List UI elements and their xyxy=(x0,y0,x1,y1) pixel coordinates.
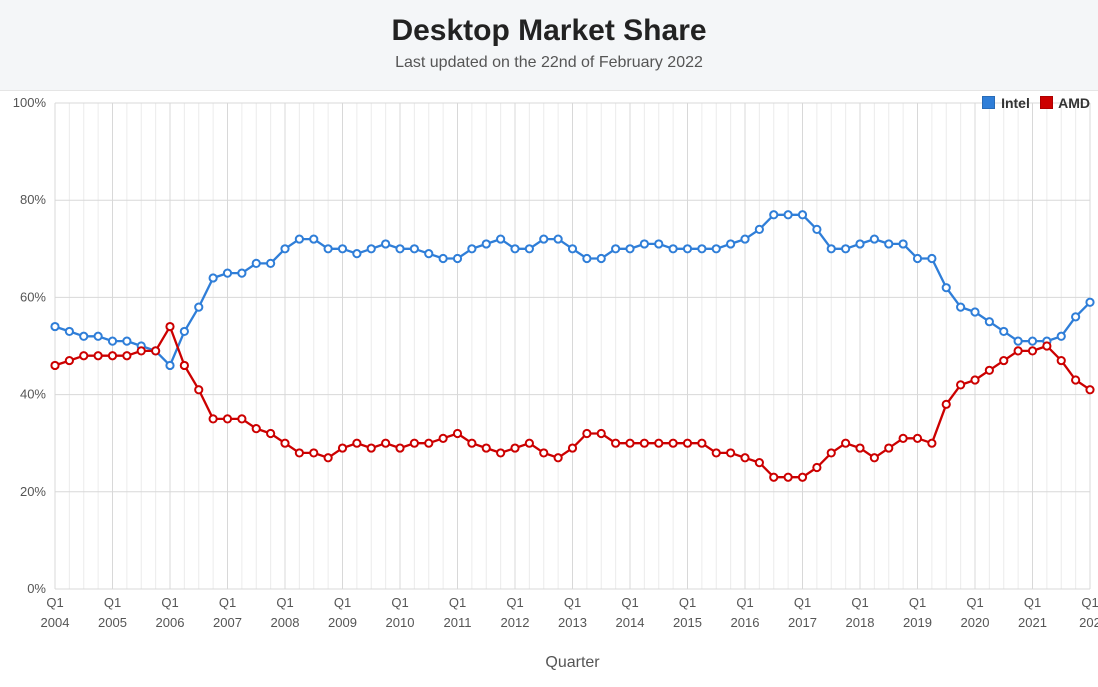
svg-text:Q1: Q1 xyxy=(104,595,121,610)
chart-legend: Intel AMD xyxy=(982,95,1090,111)
svg-text:2019: 2019 xyxy=(903,615,932,630)
svg-text:Q1: Q1 xyxy=(334,595,351,610)
svg-text:Q1: Q1 xyxy=(276,595,293,610)
svg-text:Q1: Q1 xyxy=(851,595,868,610)
svg-text:2009: 2009 xyxy=(328,615,357,630)
chart-area: Intel AMD 0% 20% 40% 60% 80% 100% Q1 2004 Q1 2005… xyxy=(0,91,1098,686)
svg-text:2015: 2015 xyxy=(673,615,702,630)
svg-text:2016: 2016 xyxy=(731,615,760,630)
chart-header: Desktop Market Share Last updated on the… xyxy=(0,0,1098,91)
svg-text:40%: 40% xyxy=(20,387,46,402)
svg-text:Q1: Q1 xyxy=(46,595,63,610)
svg-text:0%: 0% xyxy=(27,581,46,596)
svg-text:Q1: Q1 xyxy=(966,595,983,610)
svg-text:2021: 2021 xyxy=(1018,615,1047,630)
svg-text:2011: 2011 xyxy=(444,615,472,630)
svg-text:Q1: Q1 xyxy=(219,595,236,610)
svg-text:Q1: Q1 xyxy=(449,595,466,610)
chart-svg: 0% 20% 40% 60% 80% 100% Q1 2004 Q1 2005 Q1 2006 Q1 20… xyxy=(0,91,1098,686)
svg-text:Q1: Q1 xyxy=(391,595,408,610)
svg-text:2010: 2010 xyxy=(386,615,415,630)
svg-text:2008: 2008 xyxy=(271,615,300,630)
svg-text:2017: 2017 xyxy=(788,615,817,630)
legend-swatch-amd xyxy=(1040,96,1053,109)
legend-swatch-intel xyxy=(982,96,995,109)
chart-title: Desktop Market Share xyxy=(0,14,1098,48)
svg-text:2018: 2018 xyxy=(846,615,875,630)
svg-text:2020: 2020 xyxy=(961,615,990,630)
svg-text:Q1: Q1 xyxy=(736,595,753,610)
chart-subtitle: Last updated on the 22nd of February 202… xyxy=(0,54,1098,72)
svg-text:2014: 2014 xyxy=(616,615,645,630)
svg-text:Q1: Q1 xyxy=(621,595,638,610)
svg-text:202: 202 xyxy=(1079,615,1098,630)
svg-text:100%: 100% xyxy=(13,95,47,110)
legend-label-intel: Intel xyxy=(1001,95,1030,111)
svg-text:2004: 2004 xyxy=(41,615,70,630)
svg-text:Q1: Q1 xyxy=(679,595,696,610)
svg-text:60%: 60% xyxy=(20,289,46,304)
svg-text:2012: 2012 xyxy=(501,615,530,630)
svg-text:2006: 2006 xyxy=(156,615,185,630)
legend-label-amd: AMD xyxy=(1058,95,1090,111)
svg-text:Q1: Q1 xyxy=(1081,595,1098,610)
svg-text:2007: 2007 xyxy=(213,615,242,630)
svg-text:Quarter: Quarter xyxy=(545,654,600,671)
svg-text:Q1: Q1 xyxy=(161,595,178,610)
svg-text:2005: 2005 xyxy=(98,615,127,630)
svg-text:Q1: Q1 xyxy=(1024,595,1041,610)
svg-text:80%: 80% xyxy=(20,192,46,207)
svg-text:Q1: Q1 xyxy=(506,595,523,610)
svg-text:Q1: Q1 xyxy=(564,595,581,610)
svg-text:Q1: Q1 xyxy=(794,595,811,610)
svg-text:Q1: Q1 xyxy=(909,595,926,610)
svg-text:2013: 2013 xyxy=(558,615,587,630)
svg-text:20%: 20% xyxy=(20,484,46,499)
